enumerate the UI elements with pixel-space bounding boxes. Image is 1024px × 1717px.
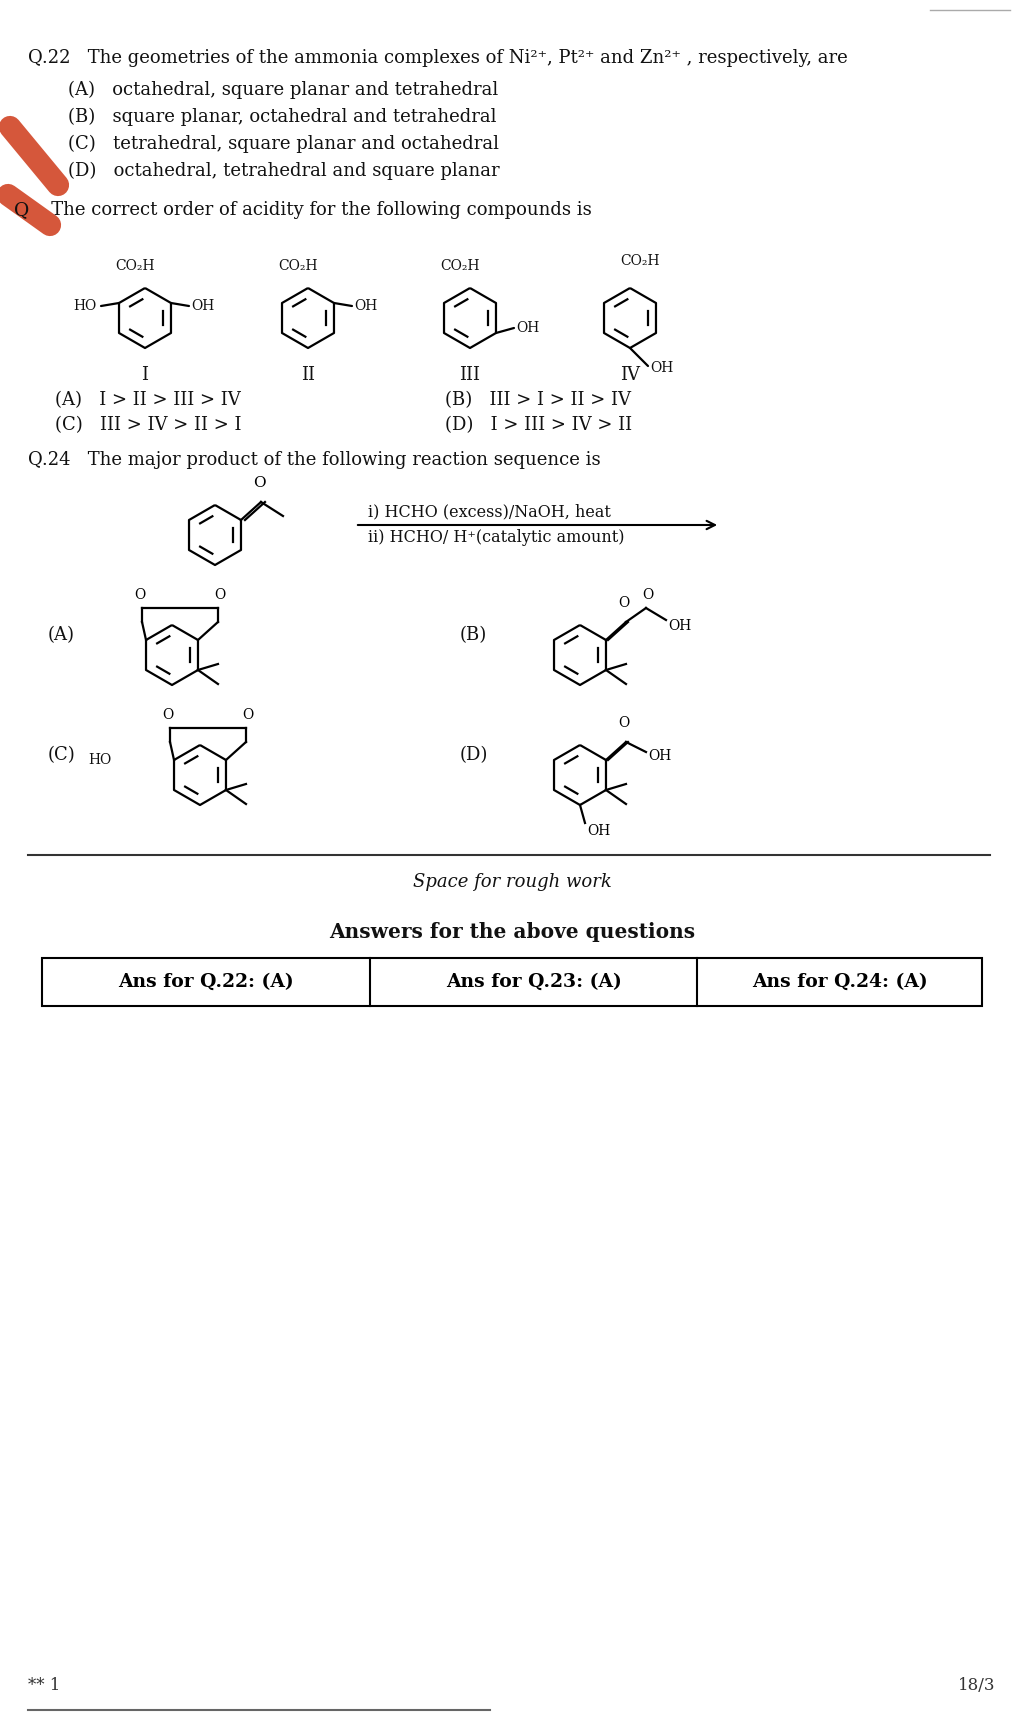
Text: Ans for Q.24: (A): Ans for Q.24: (A) (752, 974, 928, 991)
Text: I: I (141, 366, 148, 385)
Text: (A)   I > II > III > IV: (A) I > II > III > IV (55, 391, 241, 409)
Text: Ans for Q.22: (A): Ans for Q.22: (A) (118, 974, 294, 991)
Bar (42, 958, 982, 1006)
Text: O: O (618, 716, 630, 730)
Text: CO₂H: CO₂H (116, 259, 155, 273)
Text: O: O (642, 587, 653, 603)
Text: OH: OH (516, 321, 540, 335)
Text: (B)   III > I > II > IV: (B) III > I > II > IV (445, 391, 631, 409)
Text: HO: HO (74, 299, 97, 312)
Text: OH: OH (354, 299, 377, 312)
Text: OH: OH (587, 824, 610, 838)
Text: O: O (243, 707, 254, 723)
Text: III: III (460, 366, 480, 385)
Text: O: O (163, 707, 174, 723)
Text: (D)   octahedral, tetrahedral and square planar: (D) octahedral, tetrahedral and square p… (68, 161, 500, 180)
Text: i) HCHO (excess)/NaOH, heat: i) HCHO (excess)/NaOH, heat (368, 503, 611, 520)
Text: 18/3: 18/3 (957, 1676, 995, 1693)
Text: OH: OH (191, 299, 214, 312)
Text: O: O (618, 596, 630, 610)
Text: (B)   square planar, octahedral and tetrahedral: (B) square planar, octahedral and tetrah… (68, 108, 497, 125)
Text: CO₂H: CO₂H (621, 254, 659, 268)
Text: ** 1: ** 1 (28, 1676, 60, 1693)
Text: (C)   III > IV > II > I: (C) III > IV > II > I (55, 416, 242, 434)
Text: ii) HCHO/ H⁺(catalytic amount): ii) HCHO/ H⁺(catalytic amount) (368, 529, 625, 546)
Text: (D)   I > III > IV > II: (D) I > III > IV > II (445, 416, 632, 434)
Text: Answers for the above questions: Answers for the above questions (329, 922, 695, 943)
Text: Space for rough work: Space for rough work (413, 872, 611, 891)
Text: (C): (C) (48, 745, 76, 764)
Text: Q.22   The geometries of the ammonia complexes of Ni²⁺, Pt²⁺ and Zn²⁺ , respecti: Q.22 The geometries of the ammonia compl… (28, 50, 848, 67)
Text: IV: IV (620, 366, 640, 385)
Text: OH: OH (650, 361, 673, 374)
Text: The correct order of acidity for the following compounds is: The correct order of acidity for the fol… (34, 201, 592, 220)
Text: II: II (301, 366, 315, 385)
Text: OH: OH (648, 749, 671, 762)
Text: (A)   octahedral, square planar and tetrahedral: (A) octahedral, square planar and tetrah… (68, 81, 499, 100)
Text: Ans for Q.23: (A): Ans for Q.23: (A) (445, 974, 622, 991)
Text: (A): (A) (48, 627, 75, 644)
Text: (B): (B) (460, 627, 487, 644)
Text: (D): (D) (460, 745, 488, 764)
Text: HO: HO (88, 754, 112, 767)
Text: Q.24   The major product of the following reaction sequence is: Q.24 The major product of the following … (28, 452, 601, 469)
Text: CO₂H: CO₂H (279, 259, 317, 273)
Text: OH: OH (668, 620, 691, 634)
Text: O: O (214, 587, 225, 603)
Text: O: O (134, 587, 145, 603)
Text: CO₂H: CO₂H (440, 259, 480, 273)
Text: O: O (253, 476, 265, 489)
Text: (C)   tetrahedral, square planar and octahedral: (C) tetrahedral, square planar and octah… (68, 136, 499, 153)
Text: Q: Q (14, 201, 30, 220)
